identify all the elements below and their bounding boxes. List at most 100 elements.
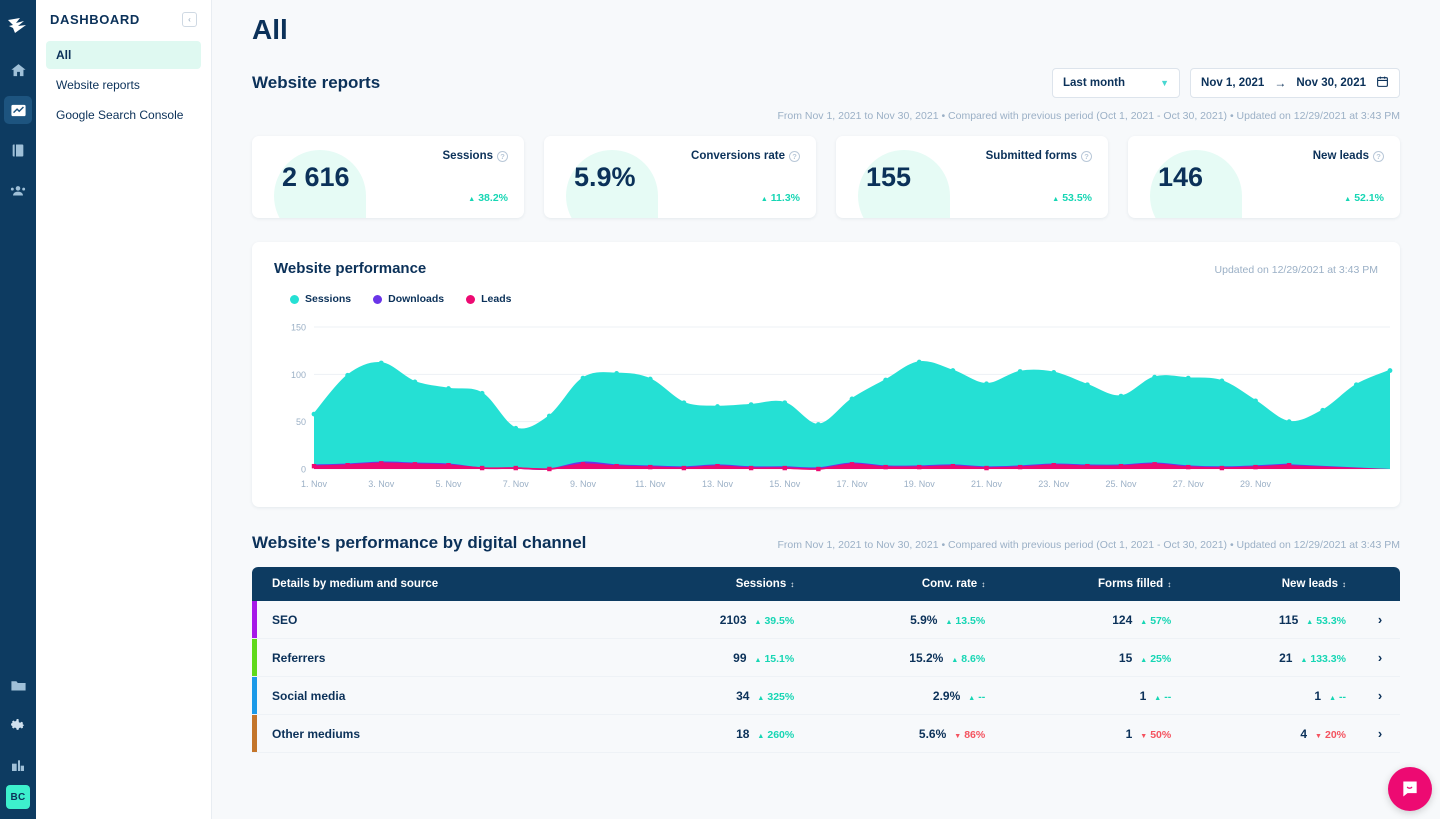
col-sessions[interactable]: Sessions ↕: [619, 567, 809, 601]
chat-bubble-icon[interactable]: [1388, 767, 1432, 811]
legend-item-sessions[interactable]: Sessions: [290, 293, 351, 305]
kpi-blob: [1150, 150, 1242, 218]
row-expand-button[interactable]: ›: [1377, 612, 1383, 627]
row-name: SEO: [252, 601, 620, 639]
cell-new-leads-delta: 20%: [1315, 729, 1346, 741]
gear-icon[interactable]: [4, 711, 32, 739]
help-icon[interactable]: ?: [1081, 150, 1092, 162]
date-from: Nov 1, 2021: [1201, 77, 1265, 89]
kpi-card-submitted-forms[interactable]: 155 Submitted forms ? 53.5%: [836, 136, 1108, 218]
help-icon[interactable]: ?: [497, 150, 508, 162]
svg-text:11. Nov: 11. Nov: [635, 479, 666, 489]
svg-text:17. Nov: 17. Nov: [836, 479, 868, 489]
col-conv-rate[interactable]: Conv. rate ↕: [808, 567, 1000, 601]
chart-header: Website performance Updated on 12/29/202…: [274, 260, 1378, 277]
home-icon[interactable]: [4, 56, 32, 84]
col-details: Details by medium and source: [252, 567, 620, 601]
kpi-card-sessions[interactable]: 2 616 Sessions ? 38.2%: [252, 136, 524, 218]
date-range-picker[interactable]: Nov 1, 2021 → Nov 30, 2021: [1190, 68, 1400, 98]
kpi-label-text: New leads: [1312, 150, 1369, 162]
cell-conv-rate-delta: --: [968, 691, 985, 703]
sort-icon: ↕: [1342, 580, 1346, 589]
legend-item-downloads[interactable]: Downloads: [373, 293, 444, 305]
row-color-bar: [252, 677, 257, 714]
cell-new-leads-value: 1: [1314, 688, 1322, 703]
col-forms-filled[interactable]: Forms filled ↕: [999, 567, 1186, 601]
svg-text:29. Nov: 29. Nov: [1240, 479, 1272, 489]
cell-sessions-delta: 39.5%: [755, 615, 794, 627]
row-name-label: Social media: [272, 688, 346, 703]
cell-sessions-value: 2103: [719, 612, 747, 627]
row-color-bar: [252, 639, 257, 676]
sidebar-item-website-reports[interactable]: Website reports: [56, 78, 140, 92]
cell-forms-filled-delta: 25%: [1140, 653, 1171, 665]
collapse-sidebar-button[interactable]: ‹: [182, 12, 197, 27]
svg-text:0: 0: [301, 465, 306, 475]
kpi-cards: 2 616 Sessions ? 38.2% 5.9% Conversions …: [242, 122, 1410, 218]
book-icon[interactable]: [4, 136, 32, 164]
kpi-value: 155: [866, 161, 912, 192]
bird-logo-icon[interactable]: [0, 8, 36, 44]
table-body: SEO210339.5%5.9%13.5%12457%11553.3%›Refe…: [252, 601, 1400, 753]
icon-rail: BC: [0, 0, 36, 819]
row-name-label: SEO: [272, 612, 298, 627]
cell-sessions-value: 18: [736, 726, 750, 741]
col-label: Conv. rate: [921, 578, 978, 590]
row-expand-button[interactable]: ›: [1377, 726, 1383, 741]
page-title: All: [252, 14, 288, 45]
sidebar-item-google-search-console[interactable]: Google Search Console: [56, 108, 184, 122]
cell-sessions-delta: 260%: [757, 729, 794, 741]
cell-sessions: 34 325%: [620, 677, 808, 715]
kpi-card-conversions-rate[interactable]: 5.9% Conversions rate ? 11.3%: [544, 136, 816, 218]
legend-dot-sessions: [290, 294, 299, 304]
sort-icon: ↕: [981, 580, 986, 589]
col-new-leads[interactable]: New leads ↕: [1185, 567, 1360, 601]
help-icon[interactable]: ?: [1373, 150, 1384, 162]
kpi-label-text: Conversions rate: [691, 150, 785, 162]
svg-text:100: 100: [291, 370, 306, 380]
table-row[interactable]: Other mediums 18 260% 5.6% 86% 1 50% 4 20% ›: [252, 714, 1400, 753]
kpi-delta: 38.2%: [443, 192, 508, 204]
cell-new-leads-value: 115: [1278, 612, 1299, 627]
row-name: Referrers: [252, 639, 620, 677]
table-row[interactable]: Referrers 99 15.1% 15.2% 8.6% 15 25% 21 133.3% ›: [252, 638, 1400, 677]
legend-dot-downloads: [373, 294, 383, 304]
avatar[interactable]: BC: [6, 785, 30, 809]
kpi-card-new-leads[interactable]: 146 New leads ? 52.1%: [1128, 136, 1400, 218]
table-row[interactable]: Social media 34 325% 2.9% -- 1 -- 1 -- ›: [252, 676, 1400, 715]
svg-text:15. Nov: 15. Nov: [769, 479, 801, 489]
col-label: Forms filled: [1098, 578, 1164, 590]
cell-new-leads-delta: 133.3%: [1300, 653, 1346, 665]
cell-sessions-value: 99: [733, 650, 747, 665]
contacts-icon[interactable]: [4, 176, 32, 204]
cell-new-leads-delta: 53.3%: [1306, 615, 1346, 627]
period-select[interactable]: Last month ▼: [1052, 68, 1181, 98]
svg-text:9. Nov: 9. Nov: [570, 479, 597, 489]
performance-chart[interactable]: 0 50 100 150 1. Nov 3. Nov 5. Nov 7. Nov 9. Nov 1…: [274, 317, 1393, 497]
building-icon[interactable]: [4, 751, 32, 779]
cell-new-leads: 115 53.3%: [1185, 601, 1360, 639]
help-icon[interactable]: ?: [789, 150, 800, 162]
kpi-value: 146: [1158, 161, 1204, 192]
cell-sessions-value: 34: [736, 688, 750, 703]
row-expand-button[interactable]: ›: [1377, 650, 1383, 665]
folder-icon[interactable]: [4, 671, 32, 699]
sort-icon: ↕: [1167, 580, 1172, 589]
row-name-label: Other mediums: [272, 726, 361, 741]
table-row[interactable]: SEO 2103 39.5% 5.9% 13.5% 124 57% 115 53.3% ›: [252, 601, 1400, 639]
sidebar-item-all[interactable]: All: [46, 41, 201, 69]
row-expand-button[interactable]: ›: [1377, 688, 1383, 703]
cell-forms-filled-delta: 57%: [1140, 615, 1171, 627]
svg-text:23. Nov: 23. Nov: [1038, 479, 1070, 489]
legend-item-leads[interactable]: Leads: [466, 293, 511, 305]
chevron-down-icon: ▼: [1160, 78, 1170, 88]
section-title: Website reports: [252, 73, 381, 92]
svg-text:19. Nov: 19. Nov: [904, 479, 936, 489]
cell-conv-rate: 5.9% 13.5%: [808, 601, 999, 639]
cell-forms-filled-delta: 50%: [1140, 729, 1171, 741]
kpi-label-text: Submitted forms: [985, 150, 1077, 162]
cell-new-leads-value: 4: [1300, 726, 1308, 741]
col-label: Details by medium and source: [272, 578, 439, 590]
analytics-icon[interactable]: [4, 96, 32, 124]
